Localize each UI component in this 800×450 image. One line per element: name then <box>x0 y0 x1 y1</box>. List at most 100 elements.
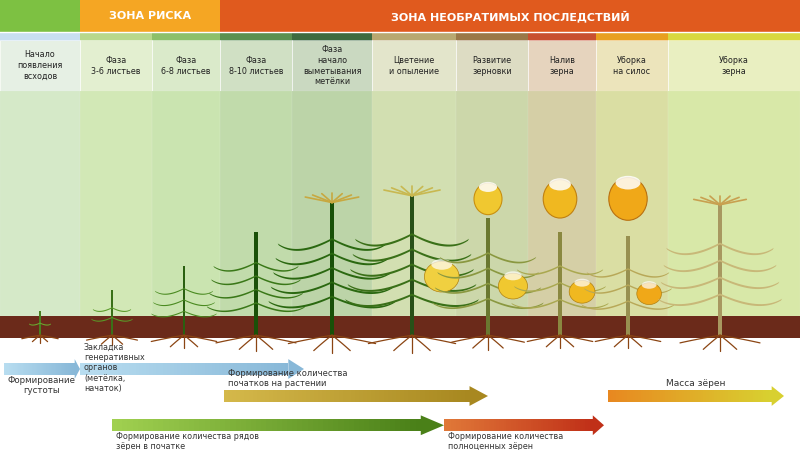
Bar <box>129 363 132 375</box>
Bar <box>51 363 52 375</box>
Polygon shape <box>29 323 40 326</box>
Bar <box>294 390 298 402</box>
Bar <box>112 419 118 432</box>
Bar <box>400 419 406 432</box>
Text: Фаза
начало
выметывания
метёлки: Фаза начало выметывания метёлки <box>302 45 362 86</box>
Bar <box>670 390 674 402</box>
Bar <box>412 390 417 402</box>
Polygon shape <box>184 310 217 317</box>
Bar <box>122 419 127 432</box>
Bar <box>0 91 800 316</box>
Bar <box>254 232 258 335</box>
Polygon shape <box>355 233 412 247</box>
Bar <box>374 419 380 432</box>
Bar <box>23 363 24 375</box>
Bar <box>682 390 685 402</box>
Ellipse shape <box>637 283 662 305</box>
Polygon shape <box>332 281 394 294</box>
Polygon shape <box>206 302 256 312</box>
Bar <box>10 363 11 375</box>
Polygon shape <box>488 298 544 309</box>
Ellipse shape <box>543 180 577 218</box>
Bar <box>12 363 14 375</box>
Text: Уборка
на силос: Уборка на силос <box>614 56 650 76</box>
Bar <box>0 338 800 450</box>
Bar <box>646 390 649 402</box>
Bar <box>226 363 230 375</box>
Bar <box>80 363 83 375</box>
Polygon shape <box>661 276 720 289</box>
Bar <box>132 363 136 375</box>
Bar <box>160 363 163 375</box>
Ellipse shape <box>479 182 497 192</box>
Bar <box>36 363 37 375</box>
Bar <box>649 390 652 402</box>
Bar <box>261 363 264 375</box>
Bar <box>503 419 506 432</box>
Bar <box>135 363 139 375</box>
Polygon shape <box>112 307 131 312</box>
Bar <box>277 390 282 402</box>
Bar <box>298 419 302 432</box>
Bar <box>285 363 288 375</box>
Bar <box>153 419 158 432</box>
Bar <box>80 40 152 91</box>
Ellipse shape <box>642 281 657 289</box>
Bar <box>9 363 10 375</box>
Polygon shape <box>184 288 213 295</box>
Bar <box>406 419 410 432</box>
Bar <box>142 363 146 375</box>
Bar <box>127 419 133 432</box>
Bar <box>66 363 68 375</box>
Bar <box>676 390 679 402</box>
Polygon shape <box>332 296 396 308</box>
Bar <box>98 363 101 375</box>
Bar <box>633 390 635 402</box>
Bar <box>496 419 498 432</box>
Bar <box>153 363 157 375</box>
Bar <box>269 390 273 402</box>
Bar <box>34 363 36 375</box>
Bar <box>588 419 590 432</box>
Bar <box>372 40 456 91</box>
Bar <box>215 419 220 432</box>
Bar <box>635 390 638 402</box>
Polygon shape <box>438 267 488 279</box>
Bar <box>528 32 596 40</box>
Bar <box>445 390 449 402</box>
Polygon shape <box>153 299 184 306</box>
Bar <box>42 363 43 375</box>
Bar <box>494 419 496 432</box>
Bar <box>575 419 578 432</box>
Bar <box>459 419 462 432</box>
Text: Фаза
3-6 листьев: Фаза 3-6 листьев <box>91 56 141 76</box>
Polygon shape <box>720 260 777 272</box>
Polygon shape <box>275 252 332 265</box>
Bar <box>444 419 446 432</box>
Polygon shape <box>256 302 306 312</box>
Bar <box>462 419 464 432</box>
Text: Уборка
зерна: Уборка зерна <box>719 56 749 76</box>
Bar <box>476 419 478 432</box>
Polygon shape <box>93 307 112 312</box>
Bar <box>753 390 755 402</box>
Bar <box>101 363 104 375</box>
Bar <box>63 363 64 375</box>
Bar <box>619 390 622 402</box>
Bar <box>306 390 310 402</box>
Polygon shape <box>628 284 672 294</box>
Bar <box>0 91 80 316</box>
Text: Формирование количества рядов
зёрен в початке: Формирование количества рядов зёрен в по… <box>116 432 259 450</box>
Bar <box>181 363 184 375</box>
Bar <box>359 390 363 402</box>
Bar <box>240 363 243 375</box>
Bar <box>454 419 457 432</box>
Bar <box>531 419 534 432</box>
Bar <box>668 91 800 316</box>
Bar <box>302 419 308 432</box>
Bar <box>638 390 641 402</box>
Bar <box>271 363 274 375</box>
Bar <box>543 419 546 432</box>
Bar <box>429 390 433 402</box>
Bar <box>114 363 118 375</box>
